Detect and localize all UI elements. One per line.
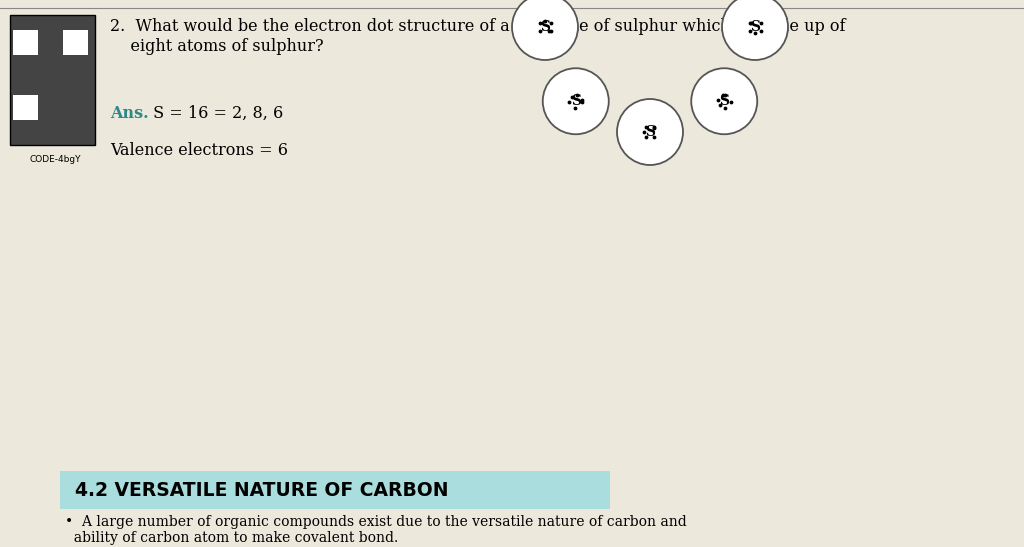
Text: S: S: [645, 125, 655, 139]
Text: CODE-4bgY: CODE-4bgY: [30, 155, 81, 164]
Circle shape: [722, 0, 788, 60]
Bar: [13, 30, 38, 55]
Text: Valence electrons = 6: Valence electrons = 6: [110, 142, 288, 159]
Text: S: S: [570, 94, 581, 108]
Circle shape: [543, 68, 608, 134]
Text: S: S: [540, 20, 550, 34]
Bar: [13, 95, 38, 120]
Text: 4.2 VERSATILE NATURE OF CARBON: 4.2 VERSATILE NATURE OF CARBON: [75, 480, 449, 499]
Circle shape: [512, 0, 578, 60]
Bar: [60, 471, 610, 509]
Text: S: S: [750, 20, 760, 34]
Text: S = 16 = 2, 8, 6: S = 16 = 2, 8, 6: [148, 105, 284, 122]
Text: Ans.: Ans.: [110, 105, 148, 122]
Circle shape: [617, 99, 683, 165]
Bar: [10, 15, 95, 145]
Text: S: S: [719, 94, 729, 108]
Text: •  A large number of organic compounds exist due to the versatile nature of carb: • A large number of organic compounds ex…: [65, 515, 687, 545]
Bar: [63, 30, 88, 55]
Text: 2.  What would be the electron dot structure of a molecule of sulphur which is m: 2. What would be the electron dot struct…: [110, 18, 846, 55]
Circle shape: [691, 68, 757, 134]
